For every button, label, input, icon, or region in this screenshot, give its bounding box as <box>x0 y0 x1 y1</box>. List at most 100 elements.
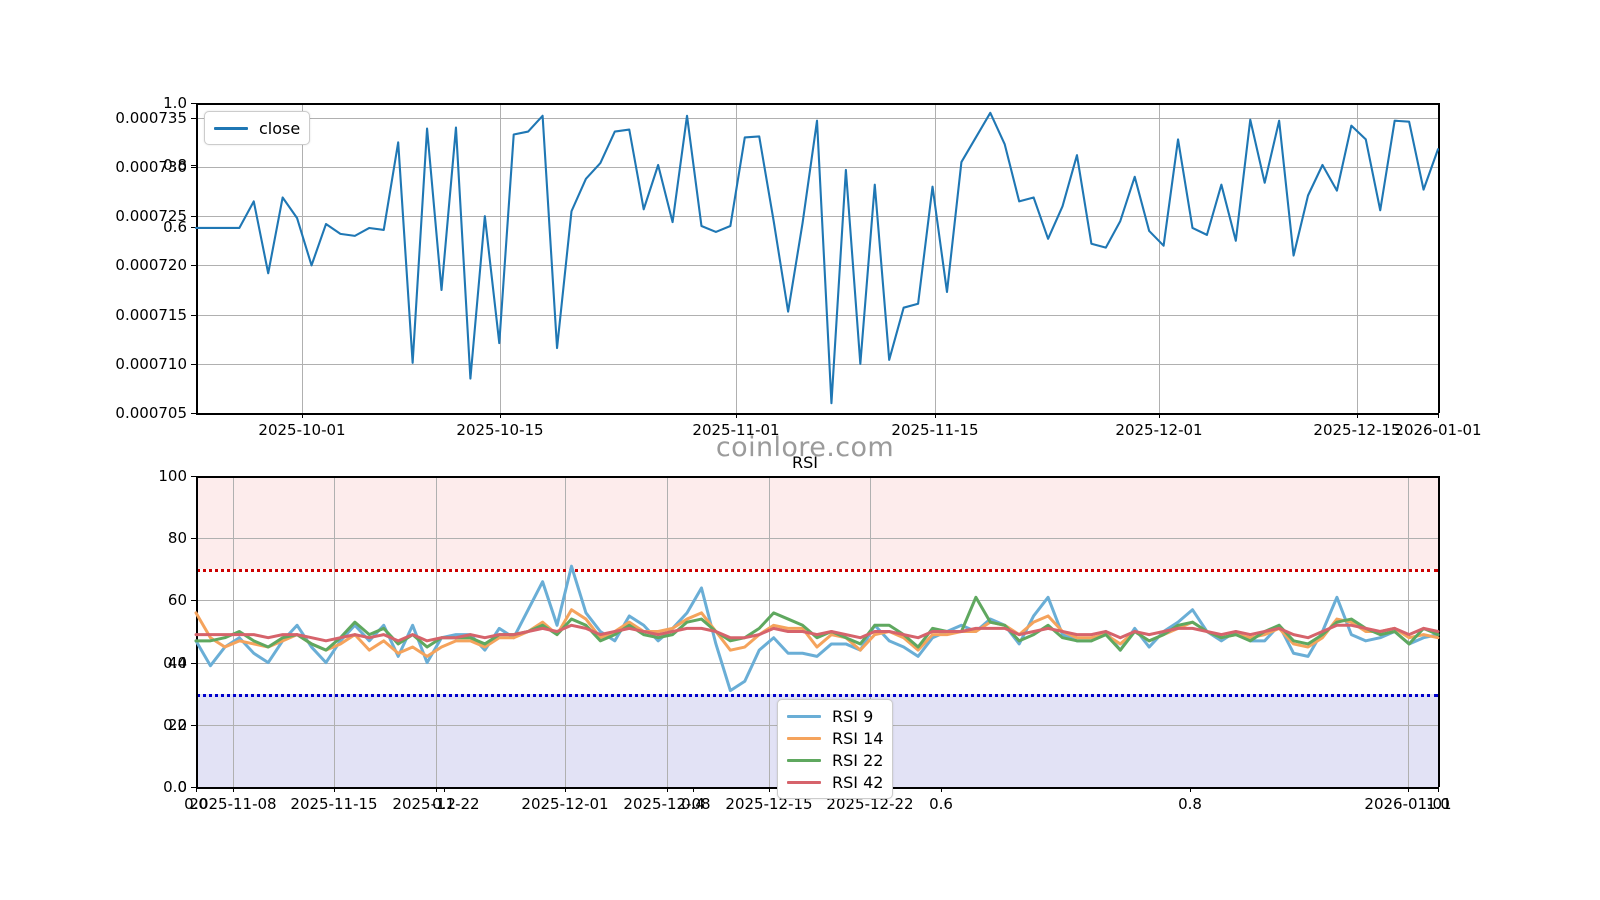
rsi-xtick-mark <box>565 787 566 792</box>
price-ytick-mark <box>191 167 196 168</box>
price-axis-bottom-spine <box>196 413 1438 415</box>
price-xtick-label: 2025-11-15 <box>891 421 979 439</box>
price-ytick-mark <box>191 364 196 365</box>
price-gridline-h <box>196 216 1438 217</box>
rsi-secondary-ytick-mark <box>191 725 196 726</box>
rsi-xtick-label: 2026-01-01 <box>1364 795 1452 813</box>
rsi-secondary-ytick-label: 0.4 <box>163 653 187 672</box>
rsi-secondary-xtick-mark <box>1438 787 1439 792</box>
price-xtick-mark <box>500 413 501 418</box>
rsi-secondary-xtick-mark <box>941 787 942 792</box>
rsi-xtick-mark <box>667 787 668 792</box>
rsi-oversold-threshold-line <box>196 693 1438 697</box>
rsi-gridline-v <box>334 476 335 787</box>
rsi-gridline-v <box>565 476 566 787</box>
rsi-panel-title: RSI <box>792 453 818 472</box>
rsi-secondary-xtick-mark <box>196 787 197 792</box>
price-axis-left-spine <box>196 103 198 413</box>
price-xtick-label: 2025-10-01 <box>258 421 346 439</box>
rsi-secondary-xtick-label: 0.4 <box>681 795 705 813</box>
price-ytick-label: 0.000720 <box>115 256 187 275</box>
legend-item-rsi-14: RSI 14 <box>787 727 883 749</box>
price-ytick-mark <box>191 413 196 414</box>
price-gridline-h <box>196 315 1438 316</box>
rsi-legend: RSI 9 RSI 14 RSI 22 RSI 42 <box>777 699 894 799</box>
price-xtick-label: 2025-11-01 <box>692 421 780 439</box>
rsi-ytick-mark <box>191 600 196 601</box>
rsi-axis-left-spine <box>196 476 198 787</box>
price-xtick-mark <box>1159 413 1160 418</box>
rsi-xtick-label: 2025-11-15 <box>290 795 378 813</box>
rsi-secondary-xtick-mark <box>693 787 694 792</box>
rsi-gridline-h <box>196 663 1438 664</box>
price-gridline-v <box>1159 103 1160 413</box>
rsi-ytick-label: 0 <box>177 778 187 796</box>
price-xtick-mark <box>1438 413 1439 418</box>
rsi-ytick-label: 60 <box>167 591 187 610</box>
rsi-ytick-label: 100 <box>158 467 187 485</box>
legend-swatch-rsi-14 <box>787 736 821 740</box>
rsi-gridline-h <box>196 538 1438 539</box>
price-gridline-h <box>196 265 1438 266</box>
rsi-xtick-mark <box>769 787 770 792</box>
price-gridline-v <box>500 103 501 413</box>
rsi-secondary-ytick-label: 0.0 <box>163 778 187 796</box>
rsi-secondary-ytick-label: 0.2 <box>163 715 187 734</box>
rsi-ytick-mark <box>191 476 196 477</box>
price-xtick-label: 2025-12-15 <box>1313 421 1401 439</box>
rsi-gridline-v <box>1408 476 1409 787</box>
legend-label-close: close <box>259 118 301 138</box>
price-ytick-mark <box>191 118 196 119</box>
price-ytick-mark <box>191 265 196 266</box>
rsi-xtick-label: 2025-12-15 <box>725 795 813 813</box>
rsi-gridline-v <box>233 476 234 787</box>
rsi-line-rsi-22 <box>194 595 1440 652</box>
rsi-secondary-xtick-label: 0.0 <box>184 795 208 813</box>
rsi-axis-top-spine <box>196 476 1438 478</box>
legend-label-rsi-22: RSI 22 <box>832 750 884 770</box>
price-xtick-mark <box>935 413 936 418</box>
price-axis-right-spine <box>1438 103 1440 413</box>
price-series-svg <box>194 111 1440 405</box>
price-xtick-label: 2025-10-15 <box>456 421 544 439</box>
rsi-secondary-ytick-mark <box>191 663 196 664</box>
rsi-xtick-label: 2025-11-22 <box>392 795 480 813</box>
rsi-xtick-mark <box>233 787 234 792</box>
price-secondary-ytick-label: 0.8 <box>163 156 187 174</box>
rsi-secondary-xtick-mark <box>444 787 445 792</box>
price-ytick-label: 0.000705 <box>115 404 187 422</box>
price-xtick-label: 2026-01-01 <box>1394 421 1482 439</box>
rsi-xtick-label: 2025-12-22 <box>826 795 914 813</box>
price-ytick-mark <box>191 216 196 217</box>
legend-swatch-close <box>214 126 248 130</box>
price-secondary-ytick-mark <box>191 165 196 166</box>
rsi-gridline-v <box>436 476 437 787</box>
rsi-line-rsi-42 <box>194 623 1440 643</box>
legend-swatch-rsi-22 <box>787 758 821 762</box>
price-ytick-label: 0.000715 <box>115 305 187 324</box>
rsi-xtick-label: 2025-12-08 <box>623 795 711 813</box>
rsi-secondary-xtick-label: 0.2 <box>432 795 456 813</box>
price-gridline-h <box>196 364 1438 365</box>
legend-label-rsi-14: RSI 14 <box>832 728 884 748</box>
price-secondary-ytick-label: 0.6 <box>163 218 187 236</box>
price-chart-panel: 0.000705 0.000710 0.000715 0.000720 0.000725… <box>115 94 1482 439</box>
price-xtick-label: 2025-12-01 <box>1115 421 1203 439</box>
price-axis-top-spine <box>196 103 1438 105</box>
price-gridline-v <box>935 103 936 413</box>
rsi-secondary-ytick-mark <box>191 787 196 788</box>
rsi-overbought-threshold-line <box>196 569 1438 573</box>
price-gridline-h <box>196 167 1438 168</box>
legend-label-rsi-42: RSI 42 <box>832 772 884 792</box>
price-ytick-label: 0.000735 <box>115 108 187 127</box>
rsi-secondary-xtick-mark <box>1190 787 1191 792</box>
rsi-ytick-label: 40 <box>167 653 187 672</box>
price-secondary-ytick-label: 1.0 <box>163 94 187 112</box>
rsi-ytick-label: 20 <box>167 715 187 734</box>
price-gridline-v <box>1357 103 1358 413</box>
rsi-xtick-mark <box>436 787 437 792</box>
rsi-secondary-xtick-label: 1.0 <box>1426 795 1450 813</box>
rsi-xtick-mark <box>334 787 335 792</box>
